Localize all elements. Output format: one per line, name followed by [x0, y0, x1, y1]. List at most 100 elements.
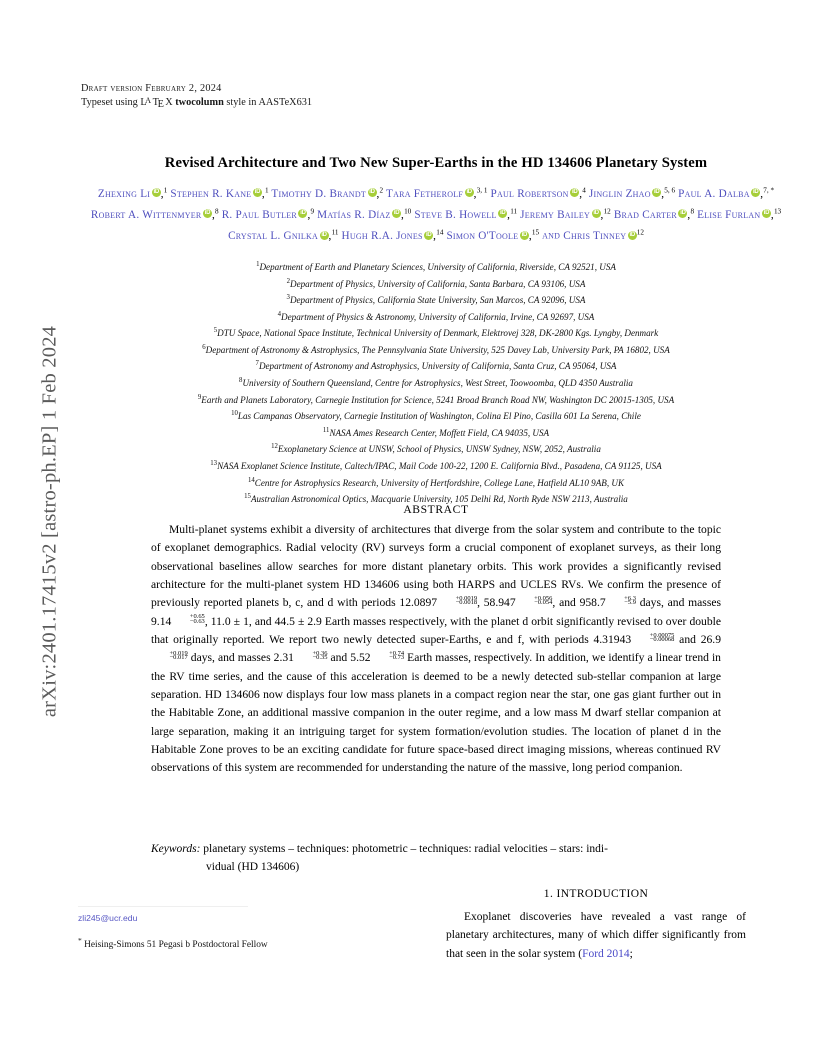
author-separator: , [507, 208, 511, 221]
abstract-value-v1: 12.0897 [399, 596, 438, 610]
typeset-prefix: Typeset using L [81, 97, 147, 109]
affiliation-text: Department of Physics, University of Cal… [290, 278, 586, 289]
affiliation-text: Department of Astronomy and Astrophysics… [258, 361, 617, 372]
abstract-uncertainty-v4: +0.65 −0.63 [172, 613, 205, 629]
orcid-icon[interactable] [627, 230, 637, 240]
affiliation-text: Australian Astronomical Optics, Macquari… [250, 494, 628, 505]
author-12: Jeremy Bailey,12 [520, 207, 611, 221]
abstract-uncertainty-v6: +0.019 −0.017 [152, 651, 188, 666]
author-affiliation-marker: 12 [603, 207, 611, 216]
typeset-style: twocolumn [175, 97, 224, 109]
author-separator: , [473, 187, 477, 200]
orcid-icon[interactable] [652, 188, 662, 198]
orcid-icon[interactable] [498, 209, 508, 219]
author-separator: , [433, 230, 437, 243]
author-affiliation-marker: 10 [404, 207, 412, 216]
affiliation-number: 14 [247, 476, 255, 484]
keywords-block: Keywords: planetary systems – techniques… [151, 840, 721, 877]
author-2: Stephen R. Kane,1 [170, 186, 268, 200]
affiliation-text: NASA Ames Research Center, Moffett Field… [329, 427, 550, 438]
author-separator: , [376, 187, 380, 200]
paper-page: Draft version February 2, 2024 Typeset u… [56, 0, 816, 1056]
author-separator: , [261, 187, 265, 200]
footnote-divider [78, 906, 248, 907]
latex-x: X [165, 97, 173, 109]
affiliation-7: 7Department of Astronomy and Astrophysic… [64, 357, 808, 374]
affiliation-text: Department of Astronomy & Astrophysics, … [205, 344, 670, 355]
abstract-value-v4: 9.14 [151, 614, 172, 628]
orcid-icon[interactable] [151, 188, 161, 198]
orcid-icon[interactable] [319, 230, 329, 240]
author-affiliation-marker: 2 [379, 186, 384, 194]
abstract-uncertainty-v2: +0.056 −0.054 [516, 595, 552, 611]
orcid-icon[interactable] [367, 188, 377, 198]
corresponding-email-link[interactable]: zli245@ucr.edu [78, 913, 138, 923]
orcid-icon[interactable] [298, 209, 308, 219]
author-name: Hugh R.A. Jones [341, 230, 423, 243]
author-10: Matías R. Díaz,10 [317, 207, 412, 221]
abstract-text-p2: days, and masses [635, 596, 721, 610]
orcid-icon[interactable] [678, 209, 688, 219]
orcid-icon[interactable] [519, 230, 529, 240]
affiliation-list: 1Department of Earth and Planetary Scien… [64, 258, 808, 507]
author-name: Jinglin Zhao [588, 187, 651, 200]
abstract-text-p7: Earth masses, respectively. In addition,… [151, 651, 721, 775]
orcid-icon[interactable] [591, 209, 601, 219]
author-affiliation-marker: 9 [310, 207, 315, 216]
typeset-line: Typeset using LATEX twocolumn style in A… [81, 96, 761, 111]
orcid-icon[interactable] [392, 209, 402, 219]
orcid-icon[interactable] [464, 188, 474, 198]
introduction-paragraph: Exoplanet discoveries have revealed a va… [446, 908, 746, 963]
uncertainty-lower: −0.00068 [649, 636, 675, 644]
orcid-icon[interactable] [761, 209, 771, 219]
affiliation-number: 15 [244, 493, 251, 501]
orcid-icon[interactable] [424, 230, 434, 240]
affiliation-number: 7 [255, 360, 259, 368]
affiliation-number: 8 [239, 377, 243, 385]
author-affiliation-marker: 4 [582, 186, 586, 194]
affiliation-text: DTU Space, National Space Institute, Tec… [217, 328, 659, 339]
affiliation-number: 2 [286, 277, 291, 285]
affiliation-14: 14Centre for Astrophysics Research, Univ… [64, 474, 808, 491]
author-affiliation-marker: 12 [636, 228, 644, 237]
author-affiliation-marker: 7, * [763, 186, 775, 194]
orcid-icon[interactable] [751, 188, 761, 198]
affiliation-8: 8University of Southern Queensland, Cent… [64, 374, 808, 391]
orcid-icon[interactable] [570, 188, 580, 198]
affiliation-5: 5DTU Space, National Space Institute, Te… [64, 324, 808, 341]
orcid-icon[interactable] [252, 188, 262, 198]
footnote-star-marker: * [78, 936, 82, 945]
uncertainty-upper: +0.65 [189, 613, 205, 621]
uncertainty-upper: +0.74 [389, 650, 405, 658]
uncertainty-lower: −0.0018 [455, 599, 478, 607]
author-name: Chris Tinney [563, 230, 627, 243]
orcid-icon[interactable] [203, 209, 212, 219]
affiliation-6: 6Department of Astronomy & Astrophysics,… [64, 341, 808, 358]
author-name: Matías R. Díaz [317, 208, 391, 221]
author-9: R. Paul Butler,9 [222, 207, 315, 221]
affiliation-number: 13 [210, 459, 218, 467]
abstract-value-v6: 26.9 [700, 633, 721, 647]
author-separator: , [307, 208, 311, 221]
author-separator: , [770, 208, 774, 221]
intro-text-after-citation: ; [629, 947, 633, 960]
author-affiliation-marker: 14 [436, 228, 444, 237]
author-name: Timothy D. Brandt [271, 187, 366, 200]
affiliation-3: 3Department of Physics, California State… [64, 291, 808, 308]
author-4: Tara Fetherolf,3, 1 [386, 186, 487, 200]
keywords-line1: planetary systems – techniques: photomet… [200, 843, 608, 855]
draft-header: Draft version February 2, 2024 Typeset u… [81, 82, 761, 110]
author-name: Crystal L. Gnilka [228, 230, 319, 243]
abstract-text-p3: , 11.0 ± 1, and 44.5 ± 2.9 Earth masses … [151, 614, 721, 647]
citation-link-ford-2014[interactable]: Ford 2014 [582, 947, 630, 960]
uncertainty-upper: +0.36 [312, 650, 328, 658]
abstract-text-sep1: , [477, 596, 484, 610]
author-separator: , [401, 208, 405, 221]
affiliation-12: 12Exoplanetary Science at UNSW, School o… [64, 440, 808, 457]
uncertainty-lower: −0.73 [389, 654, 405, 662]
abstract-value-v2: 58.947 [483, 596, 516, 610]
author-3: Timothy D. Brandt,2 [271, 186, 384, 200]
latex-e: E [157, 99, 164, 111]
uncertainty-lower: −5.9 [624, 599, 636, 607]
page-title: Revised Architecture and Two New Super-E… [164, 155, 708, 171]
